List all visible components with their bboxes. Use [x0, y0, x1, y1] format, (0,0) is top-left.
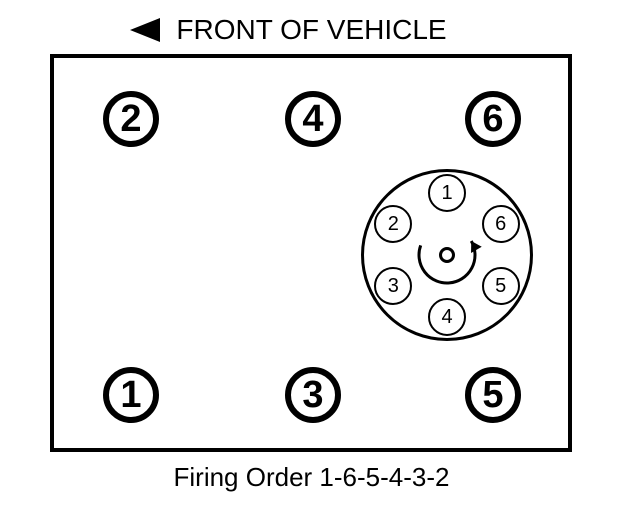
rotation-arc-icon — [419, 241, 475, 283]
diagram-canvas: FRONT OF VEHICLE 246135 165432 Firing Or… — [0, 0, 623, 509]
rotation-arrowhead-icon — [471, 241, 482, 253]
caption-text: Firing Order 1-6-5-4-3-2 — [0, 462, 623, 493]
rotation-arrow-svg — [0, 0, 623, 509]
